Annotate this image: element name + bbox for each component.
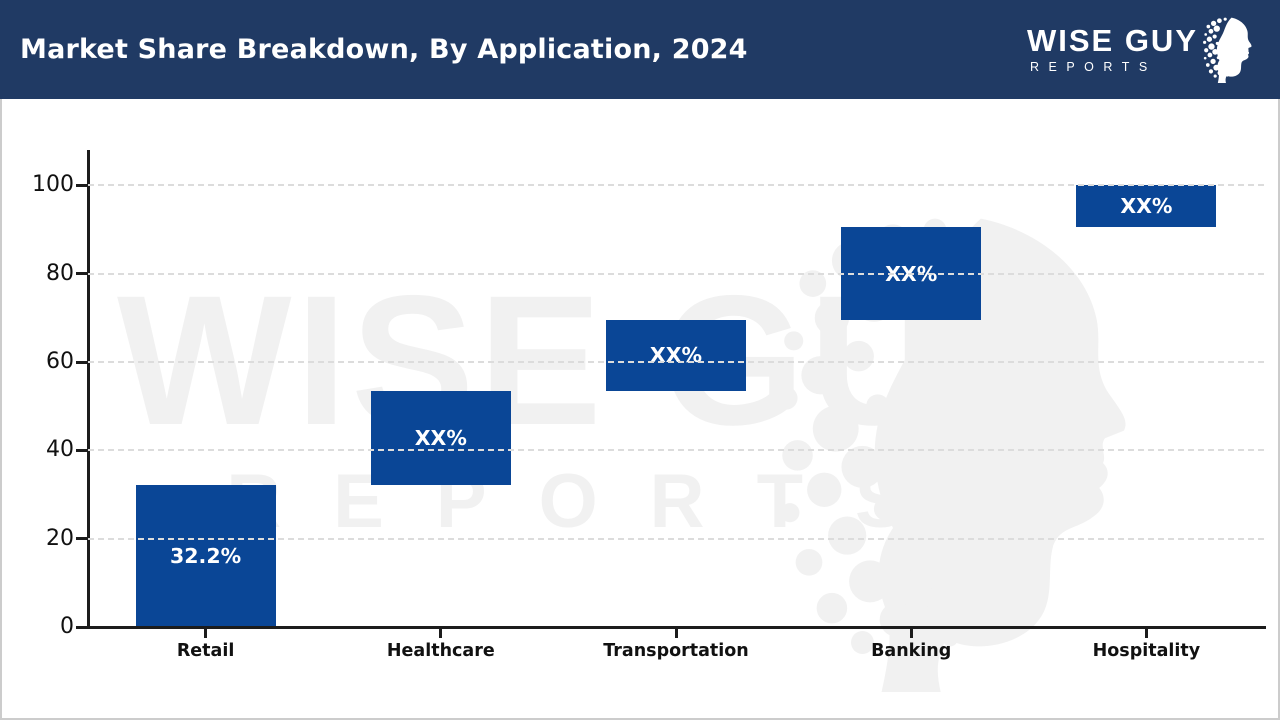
x-axis-tick-mark (674, 628, 678, 638)
y-axis-tick-mark (76, 537, 88, 541)
bar-healthcare: XX% (370, 390, 511, 485)
y-axis-tick-label: 80 (46, 260, 74, 286)
brand-name: WISE GUY (1026, 23, 1198, 58)
gridline-20 (88, 537, 1264, 540)
x-axis-label-transportation: Transportation (603, 641, 749, 661)
brand-logo: WISE GUY REPORTS (1027, 17, 1260, 83)
x-axis-tick-mark (1144, 628, 1148, 638)
x-axis-tick-mark (909, 628, 913, 638)
bar-transportation: XX% (606, 320, 746, 391)
plot-area: 0 20 40 60 80 100 32.2% Retail XX% Healthcare XX% T… (32, 150, 1266, 661)
brand-wordmark: WISE GUY REPORTS (1027, 25, 1198, 74)
x-axis-label-healthcare: Healthcare (386, 641, 495, 661)
y-axis-tick-label: 100 (32, 172, 74, 198)
x-axis-label-hospitality: Hospitality (1092, 641, 1201, 661)
y-axis-tick-mark (76, 448, 88, 452)
bar-value-label: 32.2% (170, 543, 242, 568)
bar-retail: 32.2% (135, 484, 276, 627)
y-axis-tick-mark (76, 360, 88, 364)
x-axis-tick-mark (439, 628, 443, 638)
y-axis-tick-label: 20 (46, 525, 74, 551)
x-axis-spine (86, 625, 1266, 629)
chart-area: WISE GUY REPORTS 0 20 40 60 80 100 32.2% Retail… (0, 99, 1280, 720)
brand-subname: REPORTS (1029, 60, 1157, 74)
gridline-80 (88, 272, 1264, 275)
y-axis-tick-label: 60 (46, 349, 74, 374)
header: Market Share Breakdown, By Application, … (0, 0, 1280, 99)
bar-value-label: XX% (1120, 194, 1173, 219)
bar-hospitality: XX% (1076, 185, 1217, 228)
y-axis-tick-mark (76, 272, 88, 276)
x-axis-label-banking: Banking (871, 641, 952, 661)
gridline-60 (88, 361, 1264, 363)
y-axis-tick-mark (76, 183, 88, 187)
gridline-100 (88, 184, 1264, 187)
y-axis-spine (86, 150, 90, 629)
x-axis-tick-mark (204, 628, 208, 638)
brand-head-icon (1202, 17, 1260, 83)
y-axis-tick-mark (76, 625, 88, 629)
y-axis-tick-label: 0 (60, 614, 74, 639)
bar-value-label: XX% (414, 425, 467, 450)
gridline-40 (88, 449, 1264, 452)
x-axis-label-retail: Retail (176, 641, 235, 661)
y-axis-tick-label: 40 (46, 437, 74, 463)
bar-value-label: XX% (649, 343, 703, 368)
page-title: Market Share Breakdown, By Application, … (20, 34, 748, 65)
